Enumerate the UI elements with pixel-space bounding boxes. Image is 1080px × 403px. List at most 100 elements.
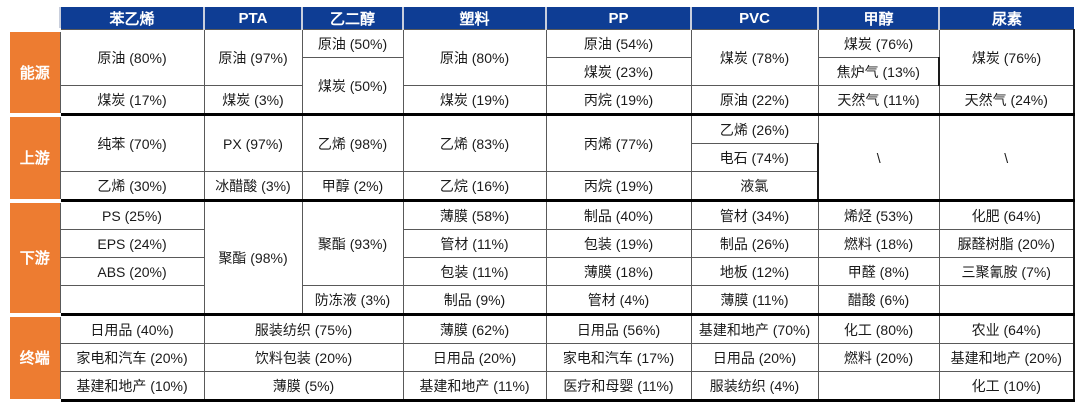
table-corner-cell: [8, 7, 60, 30]
cell-downstream-r1-c7: 烯烃 (53%): [817, 199, 940, 230]
cell-energy-r1-c1: 原油 (80%): [59, 29, 205, 86]
cell-downstream-r4-c2: 防冻液 (3%): [301, 285, 404, 315]
section-label-terminal: 终端: [6, 312, 61, 403]
table-row: 防冻液 (3%) 制品 (9%) 管材 (4%) 薄膜 (11%) 醋酸 (6%): [8, 285, 1075, 315]
cell-energy-r2-c2: 煤炭 (23%): [545, 57, 692, 86]
cell-downstream-r4-c7: [938, 285, 1075, 315]
table-row: 煤炭 (17%) 煤炭 (3%) 煤炭 (19%) 丙烷 (19%) 原油 (22%) 天…: [8, 85, 1075, 115]
table-row: 能源 原油 (80%) 原油 (97%) 原油 (50%) 原油 (80%) 原油 (54…: [6, 27, 1075, 117]
table-row: 终端 日用品 (40%) 服装纺织 (75%) 薄膜 (62%) 日用品 (56%) 基建…: [6, 312, 1075, 403]
cell-upstream-r1-c5: 丙烯 (77%): [545, 113, 692, 172]
cell-upstream-r3-c6: 液氯: [690, 171, 819, 201]
section-label-upstream: 上游: [6, 112, 61, 203]
table-header-row: 苯乙烯 PTA 乙二醇 塑料 PP PVC 甲醇 尿素: [8, 7, 1074, 30]
column-header-styrene: 苯乙烯: [59, 7, 205, 30]
cell-downstream-r2-c3: 包装 (19%): [545, 229, 692, 258]
cell-terminal-r2-c6: 燃料 (20%): [817, 343, 940, 372]
cell-upstream-r1-c1: 纯苯 (70%): [59, 113, 205, 172]
cell-downstream-r3-c3: 薄膜 (18%): [545, 257, 692, 286]
cell-terminal-r1-c7: 农业 (64%): [938, 313, 1075, 344]
cell-downstream-r4-c6: 醋酸 (6%): [817, 285, 940, 315]
cell-downstream-r3-c2: 包装 (11%): [402, 257, 547, 286]
table-row: 基建和地产 (10%) 薄膜 (5%) 基建和地产 (11%) 医疗和母婴 (11%)…: [8, 371, 1075, 402]
table-row: 上游 纯苯 (70%) PX (97%) 乙烯 (98%) 乙烯 (83%) 丙烯 (77…: [6, 112, 1075, 203]
table-row: ABS (20%) 包装 (11%) 薄膜 (18%) 地板 (12%) 甲醛 (8%)…: [8, 257, 1075, 286]
cell-energy-r3-c5: 原油 (22%): [690, 85, 819, 115]
cell-downstream-r2-c2: 管材 (11%): [402, 229, 547, 258]
product-chain-table: 苯乙烯 PTA 乙二醇 塑料 PP PVC 甲醇 尿素 能源 原油 (80%) 原油 (97%) 原…: [6, 7, 1075, 403]
cell-terminal-r1-c6: 化工 (80%): [817, 313, 940, 344]
cell-energy-r1-c7: 煤炭 (76%): [817, 29, 940, 58]
cell-downstream-r3-c4: 地板 (12%): [690, 257, 819, 286]
cell-terminal-r1-c4: 日用品 (56%): [545, 313, 692, 344]
cell-energy-r3-c4: 丙烷 (19%): [545, 85, 692, 115]
cell-downstream-r1-c2: 聚酯 (98%): [203, 199, 303, 315]
cell-energy-r1-c2: 原油 (97%): [203, 29, 303, 86]
cell-downstream-r4-c4: 管材 (4%): [545, 285, 692, 315]
cell-terminal-r1-c5: 基建和地产 (70%): [690, 313, 819, 344]
cell-terminal-r1-c1: 日用品 (40%): [59, 313, 205, 344]
cell-terminal-r2-c2: 饮料包装 (20%): [203, 343, 404, 372]
cell-downstream-r1-c3: 聚酯 (93%): [301, 199, 404, 286]
cell-downstream-r1-c8: 化肥 (64%): [938, 199, 1075, 230]
cell-terminal-r1-c2: 服装纺织 (75%): [203, 313, 404, 344]
table-row: 乙烯 (30%) 冰醋酸 (3%) 甲醇 (2%) 乙烷 (16%) 丙烷 (19%) 液…: [8, 171, 1074, 201]
cell-energy-r3-c1: 煤炭 (17%): [59, 85, 205, 115]
cell-downstream-r1-c1: PS (25%): [59, 199, 205, 230]
cell-terminal-r1-c3: 薄膜 (62%): [402, 313, 547, 344]
cell-energy-r2-c3: 焦炉气 (13%): [817, 57, 940, 86]
cell-energy-r3-c7: 天然气 (24%): [938, 85, 1075, 115]
cell-energy-r1-c3: 原油 (50%): [301, 29, 404, 58]
cell-downstream-r2-c6: 脲醛树脂 (20%): [938, 229, 1075, 258]
cell-upstream-r1-c4: 乙烯 (83%): [402, 113, 547, 172]
cell-terminal-r3-c5: 服装纺织 (4%): [690, 371, 819, 402]
cell-terminal-r3-c3: 基建和地产 (11%): [402, 371, 547, 402]
cell-terminal-r2-c3: 日用品 (20%): [402, 343, 547, 372]
cell-upstream-r1-c3: 乙烯 (98%): [301, 113, 404, 172]
cell-upstream-r1-c6: 乙烯 (26%): [690, 113, 819, 144]
cell-downstream-r4-c1: [59, 285, 205, 315]
cell-downstream-r3-c1: ABS (20%): [59, 257, 205, 286]
column-header-methanol: 甲醇: [817, 7, 940, 30]
cell-downstream-r4-c5: 薄膜 (11%): [690, 285, 819, 315]
table-row: 电石 (74%): [8, 143, 1074, 172]
column-header-plastics: 塑料: [402, 7, 547, 30]
cell-terminal-r3-c1: 基建和地产 (10%): [59, 371, 205, 402]
table-row: EPS (24%) 管材 (11%) 包装 (19%) 制品 (26%) 燃料 (18%…: [8, 229, 1075, 258]
column-header-pta: PTA: [203, 7, 303, 30]
cell-energy-r3-c2: 煤炭 (3%): [203, 85, 303, 115]
column-header-pp: PP: [545, 7, 692, 30]
cell-energy-r3-c6: 天然气 (11%): [817, 85, 940, 115]
cell-downstream-r2-c4: 制品 (26%): [690, 229, 819, 258]
cell-terminal-r2-c5: 日用品 (20%): [690, 343, 819, 372]
cell-terminal-r3-c7: 化工 (10%): [938, 371, 1075, 402]
cell-upstream-r3-c2: 冰醋酸 (3%): [203, 171, 303, 201]
column-header-meg: 乙二醇: [301, 7, 404, 30]
cell-downstream-r1-c5: 制品 (40%): [545, 199, 692, 230]
cell-upstream-r1-c2: PX (97%): [203, 113, 303, 172]
cell-downstream-r3-c6: 三聚氰胺 (7%): [938, 257, 1075, 286]
column-header-pvc: PVC: [690, 7, 819, 30]
cell-terminal-r2-c4: 家电和汽车 (17%): [545, 343, 692, 372]
cell-energy-r1-c6: 煤炭 (78%): [690, 29, 819, 86]
cell-downstream-r2-c1: EPS (24%): [59, 229, 205, 258]
cell-energy-r2-c1: 煤炭 (50%): [301, 57, 404, 115]
cell-downstream-r4-c3: 制品 (9%): [402, 285, 547, 315]
cell-energy-r1-c4: 原油 (80%): [402, 29, 547, 86]
cell-terminal-r3-c6: [817, 371, 940, 402]
cell-terminal-r3-c4: 医疗和母婴 (11%): [545, 371, 692, 402]
cell-downstream-r3-c5: 甲醛 (8%): [817, 257, 940, 286]
column-header-urea: 尿素: [938, 7, 1074, 30]
cell-upstream-r3-c4: 乙烷 (16%): [402, 171, 547, 201]
cell-terminal-r3-c2: 薄膜 (5%): [203, 371, 404, 402]
cell-upstream-r1-c7: \: [817, 113, 940, 201]
table-row: 家电和汽车 (20%) 饮料包装 (20%) 日用品 (20%) 家电和汽车 (17%…: [8, 343, 1075, 372]
cell-downstream-r1-c4: 薄膜 (58%): [402, 199, 547, 230]
cell-energy-r1-c8: 煤炭 (76%): [938, 29, 1075, 86]
cell-upstream-r3-c1: 乙烯 (30%): [59, 171, 205, 201]
table-row: 下游 PS (25%) 聚酯 (98%) 聚酯 (93%) 薄膜 (58%) 制品 (40…: [6, 198, 1075, 317]
cell-downstream-r2-c5: 燃料 (18%): [817, 229, 940, 258]
cell-upstream-r2-c1: 电石 (74%): [690, 143, 819, 172]
cell-terminal-r2-c7: 基建和地产 (20%): [938, 343, 1075, 372]
cell-energy-r3-c3: 煤炭 (19%): [402, 85, 547, 115]
